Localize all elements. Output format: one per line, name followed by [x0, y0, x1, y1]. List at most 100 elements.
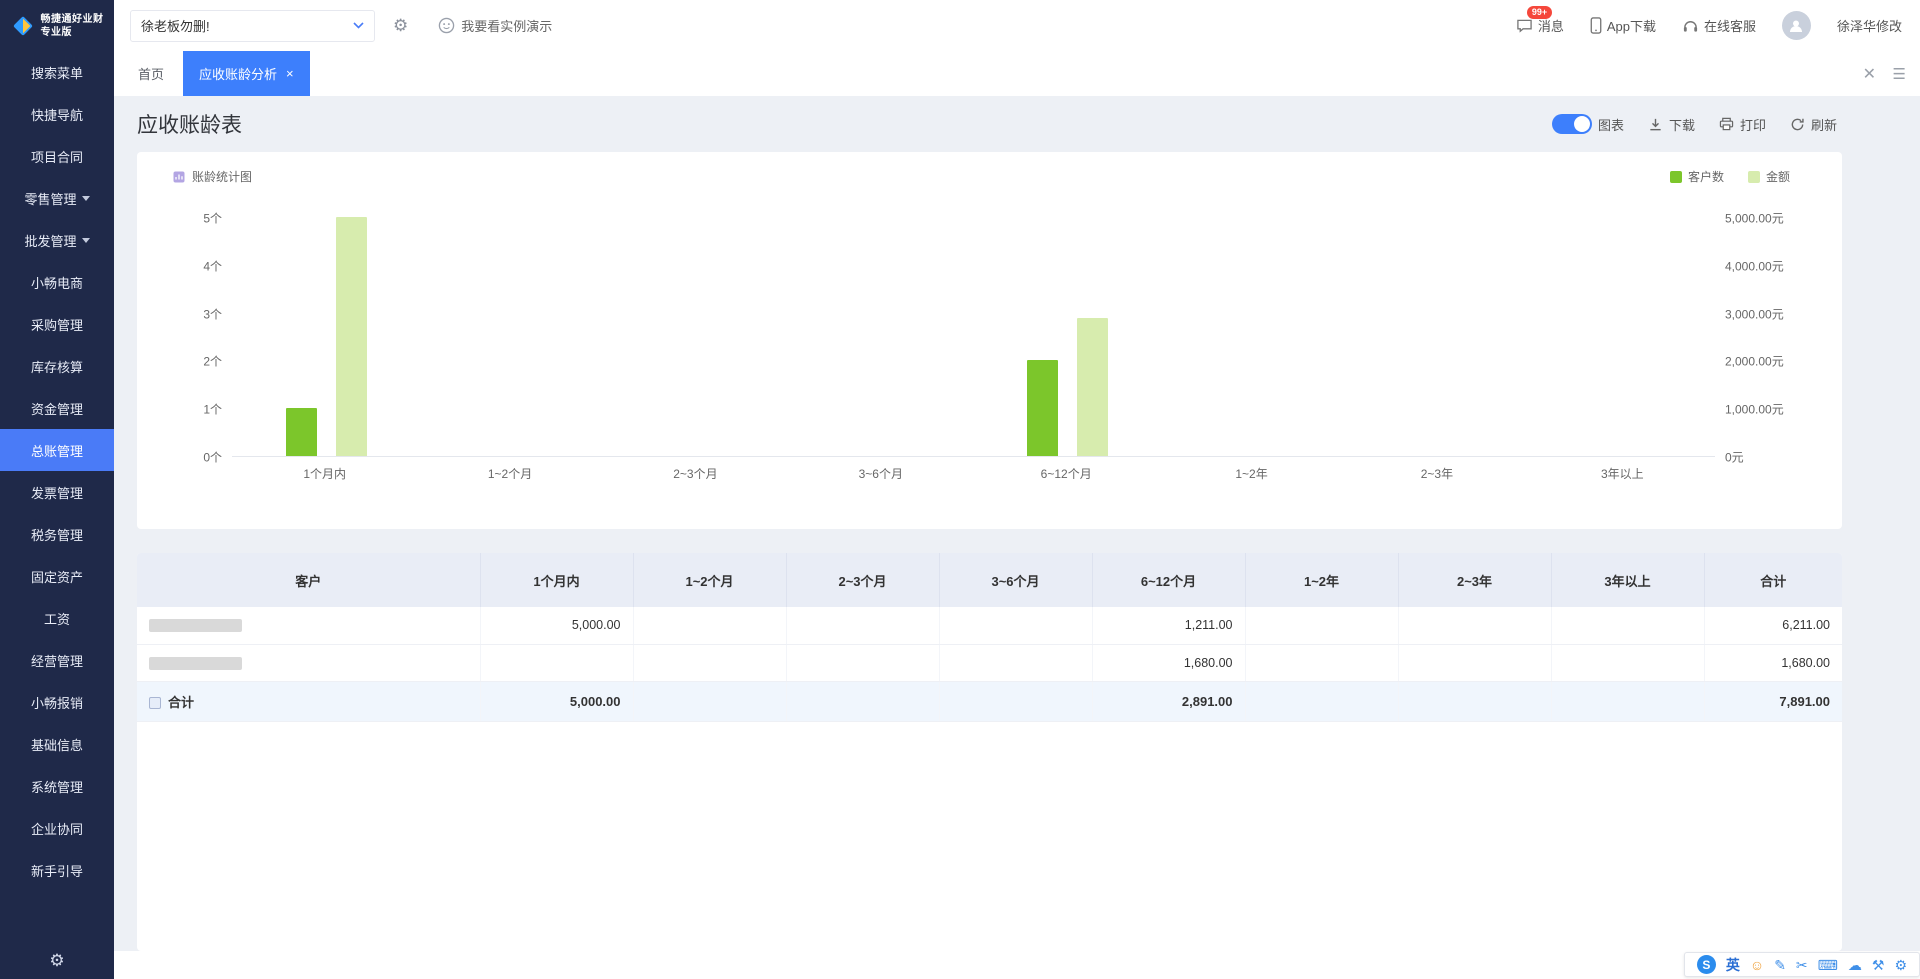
- table-row: 5,000.00 1,211.00 6,211.00: [137, 607, 1842, 645]
- ime-language-indicator[interactable]: 英: [1725, 956, 1740, 973]
- chart-title-label: 账龄统计图: [192, 170, 253, 184]
- table-cell: 1,680.00: [1092, 644, 1246, 682]
- table-header-cell: 2~3个月: [786, 553, 940, 607]
- main-content: 应收账龄表 图表 下载: [114, 96, 1920, 951]
- toolbox-icon[interactable]: ⚒: [1871, 956, 1885, 973]
- legend-item[interactable]: 金额: [1747, 168, 1790, 185]
- download-label: 下载: [1668, 117, 1695, 133]
- chart-toggle[interactable]: [1551, 114, 1592, 134]
- sidebar-item-1[interactable]: 快捷导航: [0, 93, 114, 135]
- y-axis-tick-left: 0个: [203, 450, 222, 465]
- y-axis-tick-right: 0元: [1725, 450, 1744, 465]
- close-icon[interactable]: ✕: [1862, 65, 1876, 83]
- username[interactable]: 徐泽华修改: [1836, 19, 1902, 34]
- cloud-icon[interactable]: ☁: [1847, 956, 1862, 973]
- table-cell: [1551, 644, 1705, 682]
- sidebar-item-11[interactable]: 税务管理: [0, 513, 114, 555]
- sidebar-item-label: 库存核算: [30, 359, 83, 375]
- refresh-label: 刷新: [1810, 117, 1837, 133]
- chart-toggle-label: 图表: [1597, 117, 1624, 133]
- ime-logo[interactable]: S: [1696, 955, 1716, 974]
- app-download-button[interactable]: App下载: [1590, 16, 1656, 35]
- demo-link-label: 我要看实例演示: [461, 19, 553, 34]
- table-cell: [786, 607, 940, 645]
- table-header-row: 客户 1个月内 1~2个月 2~3个月 3~6个月 6~12个月 1~2年 2~3年 3年以上合…: [137, 553, 1842, 607]
- x-axis-label: 2~3年: [1420, 467, 1454, 481]
- avatar[interactable]: [1781, 11, 1811, 40]
- sidebar-item-6[interactable]: 采购管理: [0, 303, 114, 345]
- tab-list-icon[interactable]: ☰: [1892, 65, 1906, 83]
- legend-label: 金额: [1765, 170, 1790, 184]
- messages-button[interactable]: 99+ 消息: [1516, 6, 1564, 35]
- sidebar-item-9[interactable]: 总账管理: [0, 429, 114, 471]
- download-button[interactable]: 下载: [1648, 115, 1695, 134]
- sidebar-item-label: 基础信息: [30, 737, 83, 753]
- sidebar-item-14[interactable]: 经营管理: [0, 639, 114, 681]
- table-header-cell: 3年以上: [1551, 553, 1705, 607]
- sidebar-item-label: 搜索菜单: [30, 65, 83, 81]
- refresh-button[interactable]: 刷新: [1790, 115, 1837, 134]
- sidebar-item-18[interactable]: 企业协同: [0, 807, 114, 849]
- table-total-cell: [939, 681, 1093, 722]
- topbar-right: 99+ 消息 App下载 在线客服: [1516, 6, 1902, 40]
- ime-icons: ☺ ✎ ✂ ⌨ ☁ ⚒ ⚙: [1750, 958, 1907, 972]
- keyboard-icon[interactable]: ⌨: [1817, 956, 1838, 973]
- print-button[interactable]: 打印: [1719, 115, 1766, 134]
- table-cell: [480, 644, 634, 682]
- chart-header: 账龄统计图 客户数 金额: [137, 152, 1842, 185]
- sidebar-item-8[interactable]: 资金管理: [0, 387, 114, 429]
- phone-icon: [1590, 17, 1602, 34]
- page-controls: 图表 下载 打印: [1528, 114, 1837, 134]
- sidebar-item-4[interactable]: 批发管理: [0, 219, 114, 261]
- tab-close-icon[interactable]: ×: [286, 66, 294, 81]
- emoji-icon[interactable]: ☺: [1749, 956, 1765, 973]
- legend-item[interactable]: 客户数: [1669, 168, 1724, 185]
- tab-bar: 首页 应收账龄分析 × ✕ ☰: [114, 51, 1920, 96]
- y-axis-tick-left: 2个: [203, 354, 222, 369]
- sidebar-item-13[interactable]: 工资: [0, 597, 114, 639]
- company-select[interactable]: 徐老板勿删!: [130, 9, 375, 42]
- table-header-cell: 客户: [137, 553, 481, 607]
- sidebar-item-2[interactable]: 项目合同: [0, 135, 114, 177]
- tab-1[interactable]: 应收账龄分析 ×: [183, 51, 310, 96]
- tabs: 首页 应收账龄分析 ×: [130, 51, 321, 96]
- sidebar-item-label: 新手引导: [30, 863, 83, 879]
- sidebar-item-19[interactable]: 新手引导: [0, 849, 114, 891]
- sidebar-item-12[interactable]: 固定资产: [0, 555, 114, 597]
- table-header-cell: 1~2年: [1245, 553, 1399, 607]
- sidebar-item-7[interactable]: 库存核算: [0, 345, 114, 387]
- sidebar-item-10[interactable]: 发票管理: [0, 471, 114, 513]
- chart-plot: 0个 1个 2个 3个 4个 5个 0元 1,000.00元 2,000.00元 3,000.00…: [203, 212, 1783, 482]
- scissors-icon[interactable]: ✂: [1795, 956, 1808, 973]
- table-total-cell: [786, 681, 940, 722]
- sidebar-item-label: 系统管理: [30, 779, 83, 795]
- redacted-customer-name: [149, 656, 242, 670]
- bar-customer-count: [285, 408, 317, 456]
- demo-link[interactable]: 我要看实例演示: [438, 16, 552, 35]
- chart-card: 账龄统计图 客户数 金额 0个 1个 2个 3个 4个 5个 0元 1,000.00元 2,000…: [137, 152, 1842, 529]
- online-support-label: 在线客服: [1703, 19, 1756, 34]
- customer-cell: [137, 607, 481, 645]
- tab-0[interactable]: 首页: [130, 51, 172, 96]
- table-cell: 6,211.00: [1704, 607, 1842, 645]
- sidebar-item-5[interactable]: 小畅电商: [0, 261, 114, 303]
- settings-icon[interactable]: ⚙: [1894, 956, 1907, 973]
- sidebar-item-16[interactable]: 基础信息: [0, 723, 114, 765]
- table-cell: 1,211.00: [1092, 607, 1246, 645]
- headset-icon: [1683, 20, 1698, 32]
- logo-diamond-icon: [13, 16, 32, 35]
- sidebar-item-17[interactable]: 系统管理: [0, 765, 114, 807]
- bar-amount: [335, 217, 367, 456]
- online-support-button[interactable]: 在线客服: [1682, 16, 1756, 35]
- table-total-cell: [1551, 681, 1705, 722]
- pen-icon[interactable]: ✎: [1774, 956, 1786, 973]
- sidebar-item-0[interactable]: 搜索菜单: [0, 51, 114, 93]
- sidebar-item-label: 固定资产: [30, 569, 83, 585]
- sidebar-item-3[interactable]: 零售管理: [0, 177, 114, 219]
- sidebar-item-label: 快捷导航: [30, 107, 83, 123]
- sidebar-item-15[interactable]: 小畅报销: [0, 681, 114, 723]
- x-axis-label: 1个月内: [303, 467, 347, 481]
- table-total-cell: 5,000.00: [480, 681, 634, 722]
- sidebar-settings-gear-icon[interactable]: ⚙: [49, 951, 65, 970]
- settings-gear-icon[interactable]: ⚙: [393, 15, 409, 35]
